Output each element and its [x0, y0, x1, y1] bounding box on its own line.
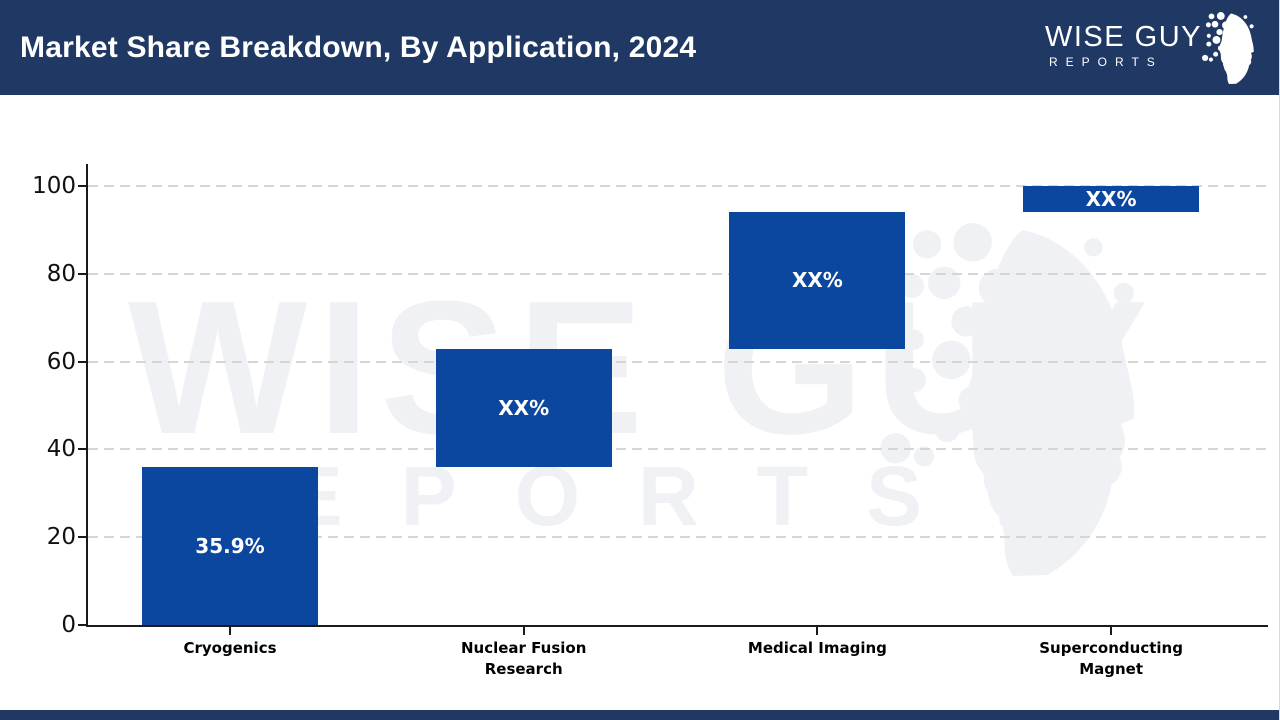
y-tick-label: 60: [46, 348, 76, 375]
gridline: [88, 360, 1268, 363]
gridline: [88, 185, 1268, 187]
x-tick-mark: [229, 627, 231, 635]
brand-logo-face-icon: [1202, 12, 1254, 84]
x-category-label: Superconducting Magnet: [1039, 639, 1183, 678]
y-axis-line: [86, 164, 88, 627]
brand-logo-name: WISE GUY: [1044, 21, 1202, 53]
y-tick-mark: [78, 536, 86, 539]
bar-value-label: XX%: [791, 268, 843, 293]
y-tick-label: 0: [61, 612, 76, 638]
y-tick-label: 80: [46, 260, 76, 287]
page-title: Market Share Breakdown, By Application, …: [20, 30, 697, 64]
bar-segment: 35.9%: [142, 467, 318, 625]
watermark-face-icon: [880, 223, 1135, 576]
footer-bar: [0, 710, 1279, 720]
brand-logo-subtitle: REPORTS: [1048, 55, 1163, 69]
y-tick-mark: [78, 448, 86, 451]
gridline: [88, 272, 1268, 275]
gridline: [88, 536, 1268, 539]
y-tick-label: 40: [46, 436, 76, 463]
bar-value-label: XX%: [1085, 186, 1137, 211]
y-tick-mark: [78, 272, 86, 275]
brand-logo-text: WISE GUY REPORTS: [1045, 22, 1202, 69]
brand-logo: WISE GUY REPORTS: [1010, 0, 1270, 95]
y-tick-mark: [78, 185, 86, 187]
x-category-label: Nuclear Fusion Research: [460, 639, 587, 678]
header-bar: Market Share Breakdown, By Application, …: [0, 0, 1279, 95]
gridline: [88, 448, 1268, 451]
bar-segment: XX%: [435, 348, 612, 468]
x-axis-line: [86, 625, 1268, 627]
bar-value-label: 35.9%: [195, 534, 265, 559]
y-tick-mark: [78, 360, 86, 363]
y-tick-label: 100: [32, 173, 76, 199]
bar-value-label: XX%: [498, 396, 550, 421]
bar-segment: XX%: [729, 211, 906, 349]
x-category-label: Medical Imaging: [747, 639, 887, 657]
bar-segment: XX%: [1023, 186, 1200, 212]
x-tick-mark: [816, 627, 819, 635]
y-tick-mark: [78, 624, 86, 626]
x-category-label: Cryogenics: [183, 639, 277, 657]
x-tick-mark: [1110, 627, 1113, 635]
x-tick-mark: [522, 627, 525, 635]
y-tick-label: 20: [46, 524, 76, 551]
